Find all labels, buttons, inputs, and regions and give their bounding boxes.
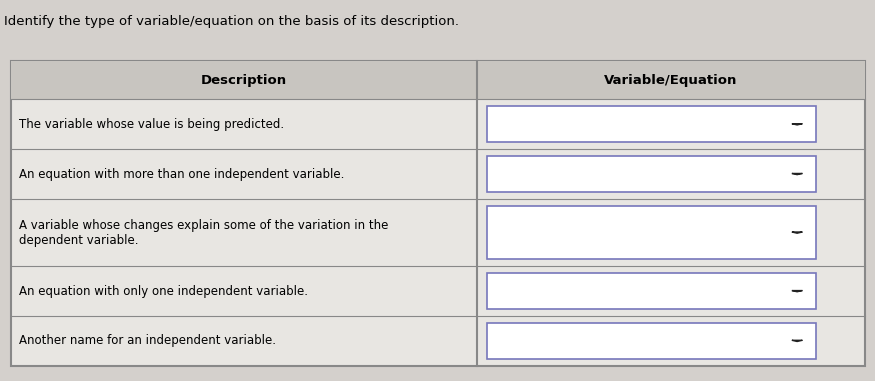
Bar	[487, 156, 816, 192]
Text: The variable whose value is being predicted.: The variable whose value is being predic…	[19, 118, 284, 131]
Text: An equation with more than one independent variable.: An equation with more than one independe…	[19, 168, 345, 181]
Polygon shape	[792, 173, 802, 174]
Polygon shape	[792, 340, 802, 341]
Text: Description: Description	[200, 74, 287, 87]
Polygon shape	[792, 124, 802, 125]
Bar	[487, 206, 816, 259]
Polygon shape	[792, 232, 802, 233]
Bar	[487, 106, 816, 142]
Text: Another name for an independent variable.: Another name for an independent variable…	[19, 335, 276, 347]
Text: An equation with only one independent variable.: An equation with only one independent va…	[19, 285, 308, 298]
Text: A variable whose changes explain some of the variation in the
dependent variable: A variable whose changes explain some of…	[19, 219, 388, 247]
Text: Identify the type of variable/equation on the basis of its description.: Identify the type of variable/equation o…	[4, 15, 459, 28]
Bar	[487, 273, 816, 309]
Text: Variable/Equation: Variable/Equation	[604, 74, 738, 87]
Bar	[10, 61, 864, 99]
Polygon shape	[792, 291, 802, 292]
Bar	[10, 61, 864, 366]
Bar	[487, 323, 816, 359]
